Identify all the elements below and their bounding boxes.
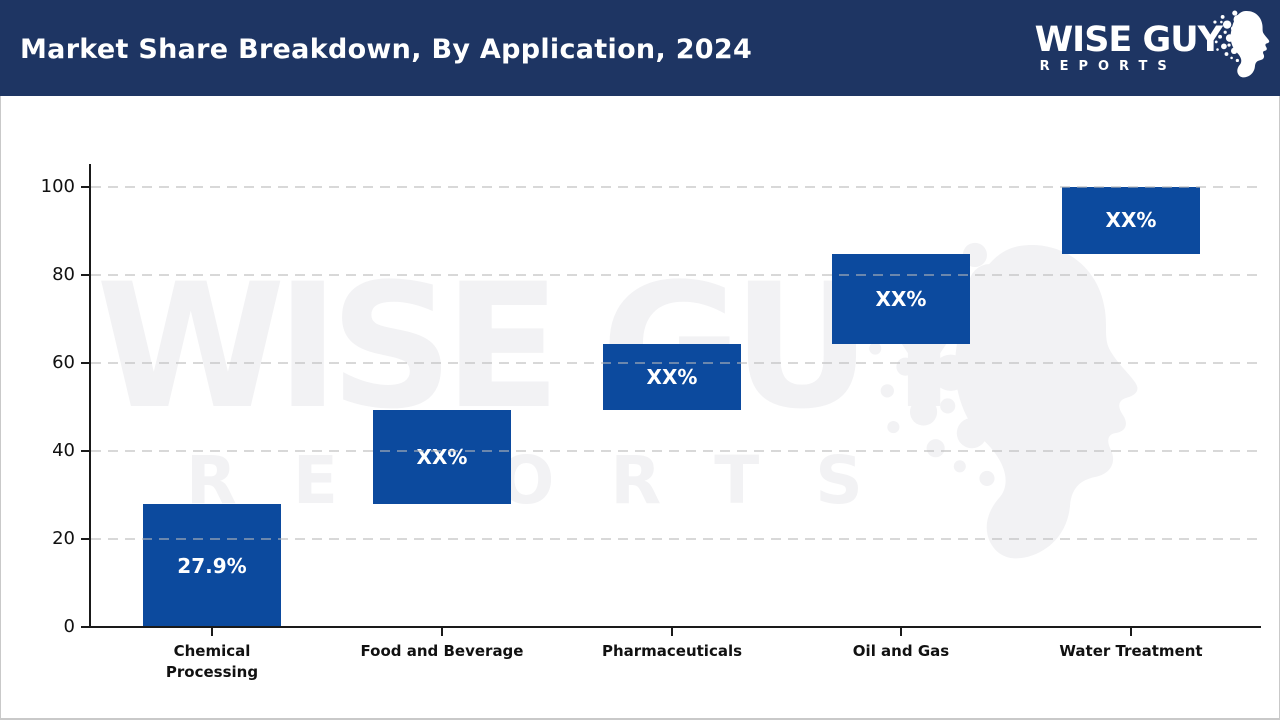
brand-logo-text: WISE GUY REPORTS: [1034, 19, 1223, 75]
y-tick-label: 80: [52, 264, 75, 285]
waterfall-bar: XX%: [373, 410, 511, 505]
app-header: Market Share Breakdown, By Application, …: [0, 0, 1280, 96]
y-tick-mark: [81, 450, 89, 452]
dot-face-logo-icon: [1212, 10, 1270, 78]
grid-line: [91, 186, 1259, 188]
x-tick-mark: [900, 628, 903, 636]
category-label: Water Treatment: [1059, 642, 1203, 660]
watermark-subtext: REPORTS: [186, 442, 919, 519]
x-tick-mark: [440, 628, 443, 636]
bar-value-label: XX%: [646, 365, 698, 390]
grid-line: [91, 538, 1259, 540]
y-tick-mark: [81, 186, 89, 188]
bar-value-label: XX%: [875, 286, 927, 311]
y-tick-label: 20: [52, 528, 75, 549]
y-tick-label: 0: [63, 616, 75, 637]
y-tick-label: 40: [52, 440, 75, 461]
x-tick-mark: [211, 628, 213, 636]
grid-line: [91, 450, 1259, 452]
waterfall-bar: XX%: [603, 344, 741, 411]
category-label: Chemical Processing: [165, 642, 259, 681]
category-label: Oil and Gas: [852, 642, 950, 660]
y-tick-label: 60: [52, 352, 75, 373]
waterfall-bar: 27.9%: [143, 504, 281, 627]
category-label: Pharmaceuticals: [601, 642, 743, 660]
y-tick-mark: [81, 626, 89, 628]
x-tick-mark: [670, 628, 673, 636]
x-tick-mark: [1130, 628, 1132, 636]
brand-subname: REPORTS: [1039, 59, 1177, 75]
bar-value-label: XX%: [416, 445, 468, 470]
bar-value-label: 27.9%: [177, 553, 247, 578]
y-axis-line: [89, 164, 91, 628]
brand-logo: WISE GUY REPORTS: [1035, 8, 1270, 86]
y-tick-mark: [81, 538, 89, 540]
brand-name: WISE GUY: [1034, 19, 1223, 60]
x-axis-line: [89, 626, 1261, 628]
page-title: Market Share Breakdown, By Application, …: [20, 34, 753, 65]
category-label: Food and Beverage: [360, 642, 524, 660]
y-tick-label: 100: [40, 176, 75, 197]
waterfall-bar: XX%: [1062, 187, 1200, 254]
chart-figure: WISE GUY REPORTS 0 20 40 60 80 100 27.9% Chemic…: [0, 96, 1280, 720]
waterfall-bar: XX%: [832, 253, 970, 345]
grid-line: [91, 274, 1259, 276]
y-tick-mark: [81, 362, 89, 364]
y-tick-mark: [81, 274, 89, 276]
bar-value-label: XX%: [1105, 208, 1157, 233]
grid-line: [91, 362, 1259, 364]
